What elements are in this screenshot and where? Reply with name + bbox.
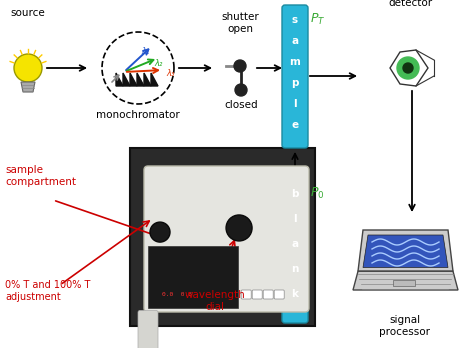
Circle shape bbox=[235, 84, 247, 96]
Polygon shape bbox=[363, 235, 448, 268]
Text: $P_0$: $P_0$ bbox=[310, 186, 325, 201]
Text: n: n bbox=[292, 264, 299, 274]
Text: p: p bbox=[291, 78, 299, 88]
Text: m: m bbox=[290, 57, 301, 67]
FancyBboxPatch shape bbox=[144, 166, 309, 312]
Text: k: k bbox=[292, 289, 299, 299]
Text: λ₁: λ₁ bbox=[142, 47, 150, 55]
Polygon shape bbox=[116, 73, 123, 86]
Text: l: l bbox=[293, 99, 297, 109]
Text: a: a bbox=[292, 36, 299, 46]
Text: signal
processor: signal processor bbox=[380, 315, 430, 337]
Text: $P_T$: $P_T$ bbox=[310, 12, 326, 27]
FancyBboxPatch shape bbox=[282, 179, 308, 323]
Text: monochromator: monochromator bbox=[96, 110, 180, 120]
Polygon shape bbox=[130, 73, 137, 86]
Polygon shape bbox=[137, 73, 144, 86]
Text: 0.0  0.8: 0.0 0.8 bbox=[162, 292, 192, 296]
Text: b: b bbox=[291, 189, 299, 199]
Text: λ₃: λ₃ bbox=[167, 69, 175, 78]
Polygon shape bbox=[144, 73, 151, 86]
FancyBboxPatch shape bbox=[274, 290, 284, 299]
Polygon shape bbox=[151, 73, 158, 86]
Text: 0% T and 100% T
adjustment: 0% T and 100% T adjustment bbox=[5, 280, 91, 302]
FancyBboxPatch shape bbox=[241, 290, 251, 299]
Text: a: a bbox=[292, 239, 299, 249]
Text: shutter
open: shutter open bbox=[221, 12, 259, 34]
FancyBboxPatch shape bbox=[148, 246, 238, 308]
Polygon shape bbox=[21, 82, 35, 92]
Text: λ₂: λ₂ bbox=[155, 60, 163, 69]
Polygon shape bbox=[353, 271, 458, 290]
FancyBboxPatch shape bbox=[393, 280, 415, 286]
FancyBboxPatch shape bbox=[263, 290, 273, 299]
Circle shape bbox=[150, 222, 170, 242]
Text: l: l bbox=[293, 214, 297, 224]
Text: sample
compartment: sample compartment bbox=[5, 165, 76, 187]
Polygon shape bbox=[123, 73, 130, 86]
Circle shape bbox=[403, 63, 413, 73]
Polygon shape bbox=[390, 50, 428, 86]
Circle shape bbox=[397, 57, 419, 79]
Text: closed: closed bbox=[224, 100, 258, 110]
Text: wavelength
dial: wavelength dial bbox=[185, 290, 246, 311]
Circle shape bbox=[14, 54, 42, 82]
Text: e: e bbox=[292, 120, 299, 130]
Text: s: s bbox=[292, 15, 298, 25]
Polygon shape bbox=[358, 230, 453, 271]
FancyBboxPatch shape bbox=[138, 310, 158, 348]
Circle shape bbox=[226, 215, 252, 241]
FancyBboxPatch shape bbox=[130, 148, 315, 326]
Text: source: source bbox=[10, 8, 46, 18]
FancyBboxPatch shape bbox=[252, 290, 262, 299]
Text: detector: detector bbox=[388, 0, 432, 8]
Circle shape bbox=[234, 60, 246, 72]
FancyBboxPatch shape bbox=[282, 5, 308, 148]
